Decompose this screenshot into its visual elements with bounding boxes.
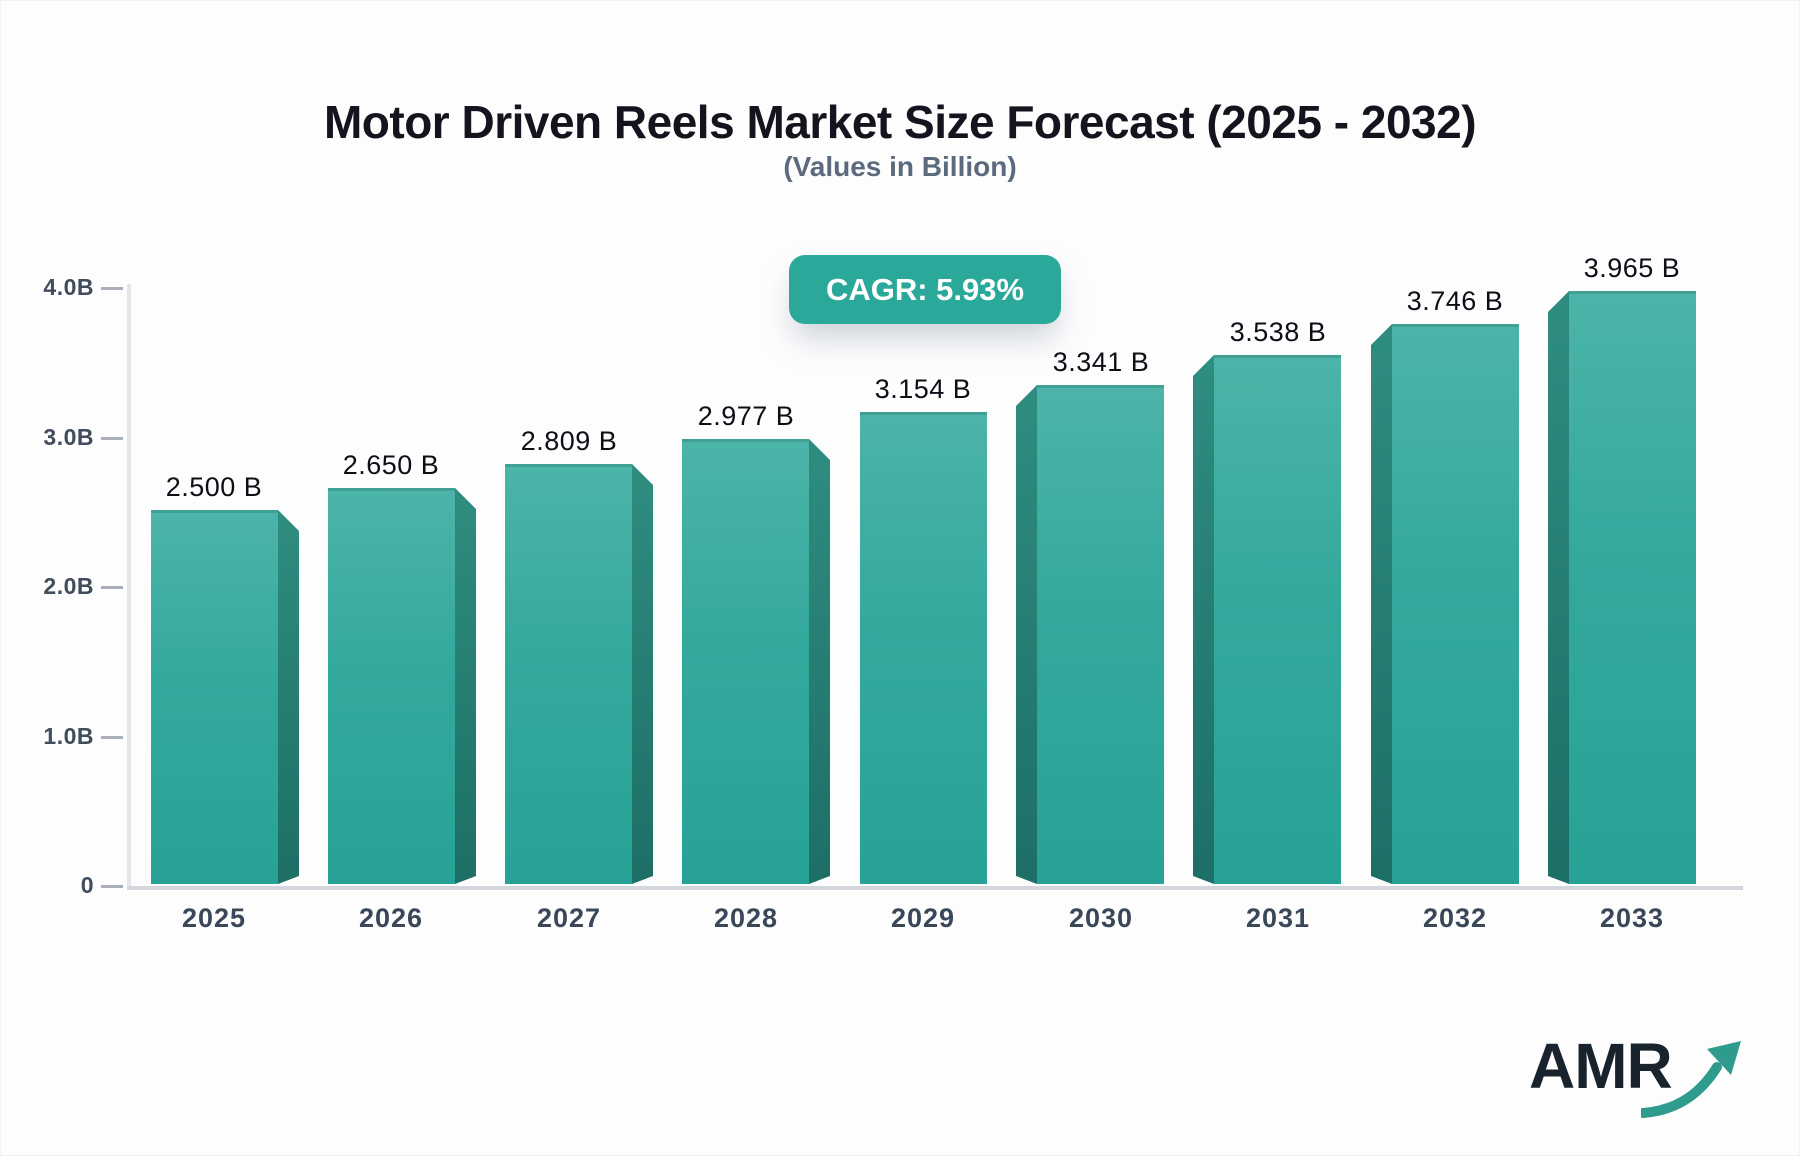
bar-2027 [505, 464, 632, 884]
bar-group-2030 [1037, 385, 1164, 884]
cagr-badge: CAGR: 5.93% [789, 255, 1061, 324]
amr-logo-text: AMR [1529, 1030, 1673, 1102]
y-axis-tick-3.0B [101, 436, 123, 440]
bar-group-2032 [1392, 324, 1519, 884]
y-axis-tick-2.0B [101, 586, 123, 589]
x-axis-label-2027: 2027 [536, 903, 602, 933]
bar-side-2032 [1371, 324, 1392, 884]
bar-2026 [328, 488, 455, 884]
bar-side-2030 [1016, 385, 1037, 884]
y-axis-label-2.0B: 2.0B [43, 573, 94, 599]
bar-group-2028 [682, 439, 809, 884]
bar-value-2032: 3.746 B [1406, 286, 1504, 316]
x-axis-label-2032: 2032 [1422, 903, 1488, 933]
bar-value-2029: 3.154 B [874, 374, 972, 404]
x-axis-baseline [127, 886, 1743, 890]
bar-side-2028 [809, 439, 830, 884]
y-axis-label-3.0B: 3.0B [43, 423, 94, 450]
bar-value-2025: 2.500 B [165, 472, 263, 502]
x-axis-label-2033: 2033 [1599, 903, 1665, 933]
bar-side-2027 [632, 464, 653, 884]
bar-value-2033: 3.965 B [1583, 253, 1681, 283]
bar-group-2033 [1569, 291, 1696, 884]
amr-logo: AMR [1529, 1029, 1749, 1129]
x-axis-label-2031: 2031 [1245, 903, 1311, 933]
y-axis-label-0: 0 [80, 872, 94, 898]
bar-side-2031 [1193, 355, 1214, 884]
bar-side-2033 [1548, 291, 1569, 884]
bar-value-2026: 2.650 B [342, 450, 440, 480]
x-axis-label-2028: 2028 [713, 903, 779, 933]
bar-group-2029 [860, 412, 987, 884]
y-axis-tick-1.0B [101, 735, 123, 739]
bar-value-2031: 3.538 B [1229, 317, 1327, 347]
bar-value-2028: 2.977 B [697, 401, 795, 431]
bar-2025 [151, 510, 278, 884]
bar-group-2031 [1214, 355, 1341, 884]
y-axis-label-1.0B: 1.0B [43, 722, 94, 749]
bar-group-2027 [505, 464, 632, 884]
bar-2030 [1037, 385, 1164, 884]
chart-title: Motor Driven Reels Market Size Forecast … [323, 96, 1477, 148]
bar-group-2025 [151, 510, 278, 884]
bar-2032 [1392, 324, 1519, 884]
bar-2028 [682, 439, 809, 884]
x-axis-label-2030: 2030 [1068, 903, 1134, 933]
bar-side-2026 [455, 488, 476, 884]
bar-2031 [1214, 355, 1341, 884]
x-axis-label-2029: 2029 [890, 903, 956, 933]
y-axis-tick-0 [101, 885, 123, 888]
bar-value-2030: 3.341 B [1052, 347, 1150, 377]
bar-value-2027: 2.809 B [520, 426, 618, 456]
y-axis-tick-4.0B [101, 287, 123, 290]
bar-2033 [1569, 291, 1696, 884]
bar-side-2025 [278, 510, 299, 884]
y-axis-label-4.0B: 4.0B [43, 274, 94, 300]
growth-arrow-icon [1641, 1041, 1741, 1118]
bar-group-2026 [328, 488, 455, 884]
chart-subtitle: (Values in Billion) [783, 151, 1017, 182]
x-axis-label-2026: 2026 [358, 903, 424, 933]
bar-2029 [860, 412, 987, 884]
x-axis-label-2025: 2025 [181, 903, 247, 933]
y-axis-line [127, 284, 131, 888]
